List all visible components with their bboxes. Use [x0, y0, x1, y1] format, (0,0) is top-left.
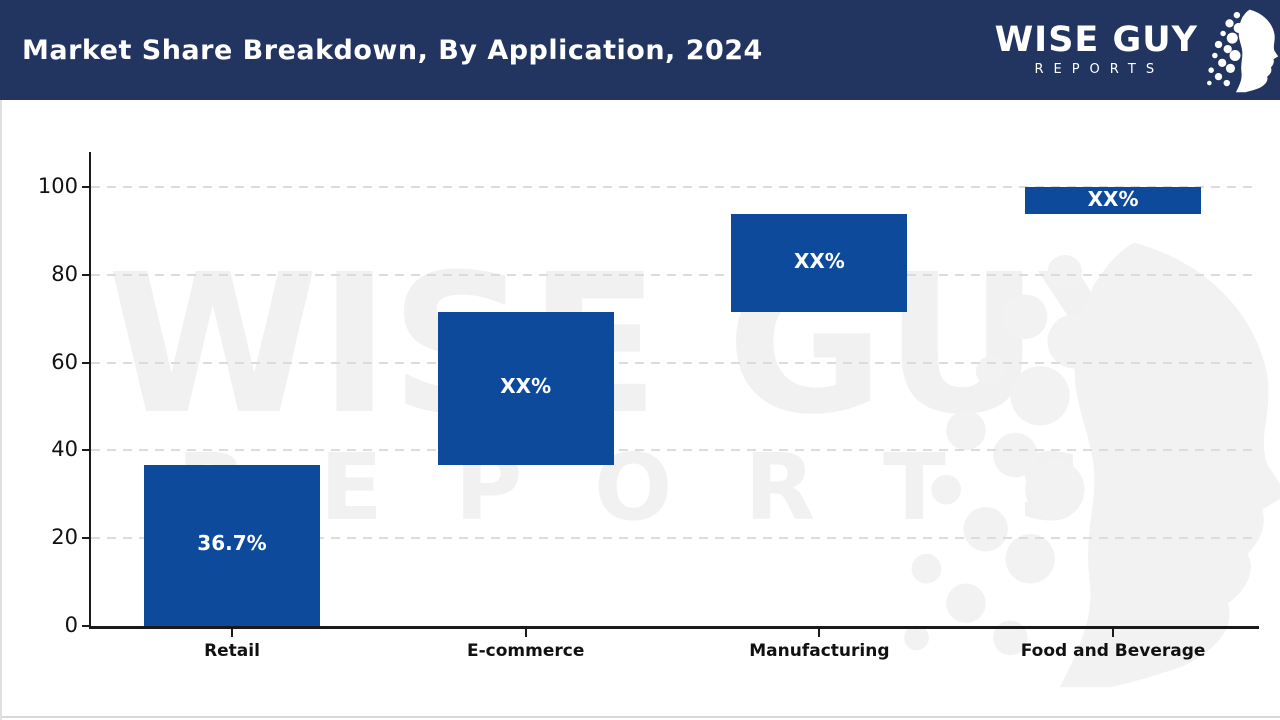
category-label: Manufacturing [749, 641, 890, 661]
brand-face-icon [1207, 9, 1279, 93]
bottom-divider [2, 716, 1280, 718]
y-tick-label: 100 [37, 174, 78, 198]
gridline-100 [91, 186, 1257, 188]
bar-e-commerce [437, 311, 614, 465]
gridline-40 [91, 449, 1257, 452]
chart-panel: WISE GUY REPORTS 0 20 40 60 80 100 36.7% Retail… [0, 100, 1280, 720]
category-label: Food and Beverage [1020, 641, 1206, 661]
bar-value-label: XX% [1087, 186, 1139, 211]
bar-value-label: XX% [500, 374, 552, 399]
brand-logo: WISE GUY REPORTS [995, 0, 1280, 100]
x-tick [818, 629, 821, 637]
brand-name: WISE GUY [994, 20, 1198, 60]
x-tick [1112, 629, 1115, 637]
x-tick [231, 629, 233, 637]
y-tick [82, 273, 90, 276]
y-tick-label: 20 [51, 525, 78, 550]
page-title: Market Share Breakdown, By Application, … [22, 34, 763, 66]
gridline-80 [91, 273, 1257, 276]
x-tick [524, 629, 527, 637]
y-tick [82, 361, 90, 364]
y-axis-spine [89, 152, 91, 629]
bar-food-and-beverage [1025, 187, 1202, 215]
category-label: E-commerce [467, 641, 585, 661]
x-axis-spine [89, 626, 1259, 629]
brand-subname: REPORTS [1034, 62, 1165, 77]
brand-logo-text: WISE GUY REPORTS [994, 20, 1198, 78]
bar-value-label: XX% [793, 248, 845, 273]
chart-canvas: 0 20 40 60 80 100 36.7% Retail XX% E-commerce XX% M… [2, 100, 1280, 720]
y-tick [82, 625, 90, 627]
y-tick [82, 186, 90, 188]
y-tick [82, 449, 90, 452]
y-tick-label: 40 [51, 437, 78, 462]
y-tick-label: 0 [64, 613, 78, 637]
gridline-60 [91, 361, 1257, 364]
y-tick-label: 60 [51, 349, 78, 374]
bar-retail [144, 464, 320, 626]
bar-value-label: 36.7% [197, 531, 267, 556]
bar-manufacturing [731, 214, 908, 312]
header-bar: Market Share Breakdown, By Application, … [0, 0, 1280, 100]
gridline-20 [91, 537, 1257, 540]
category-label: Retail [204, 641, 260, 661]
y-tick [82, 537, 90, 540]
y-tick-label: 80 [51, 261, 78, 286]
